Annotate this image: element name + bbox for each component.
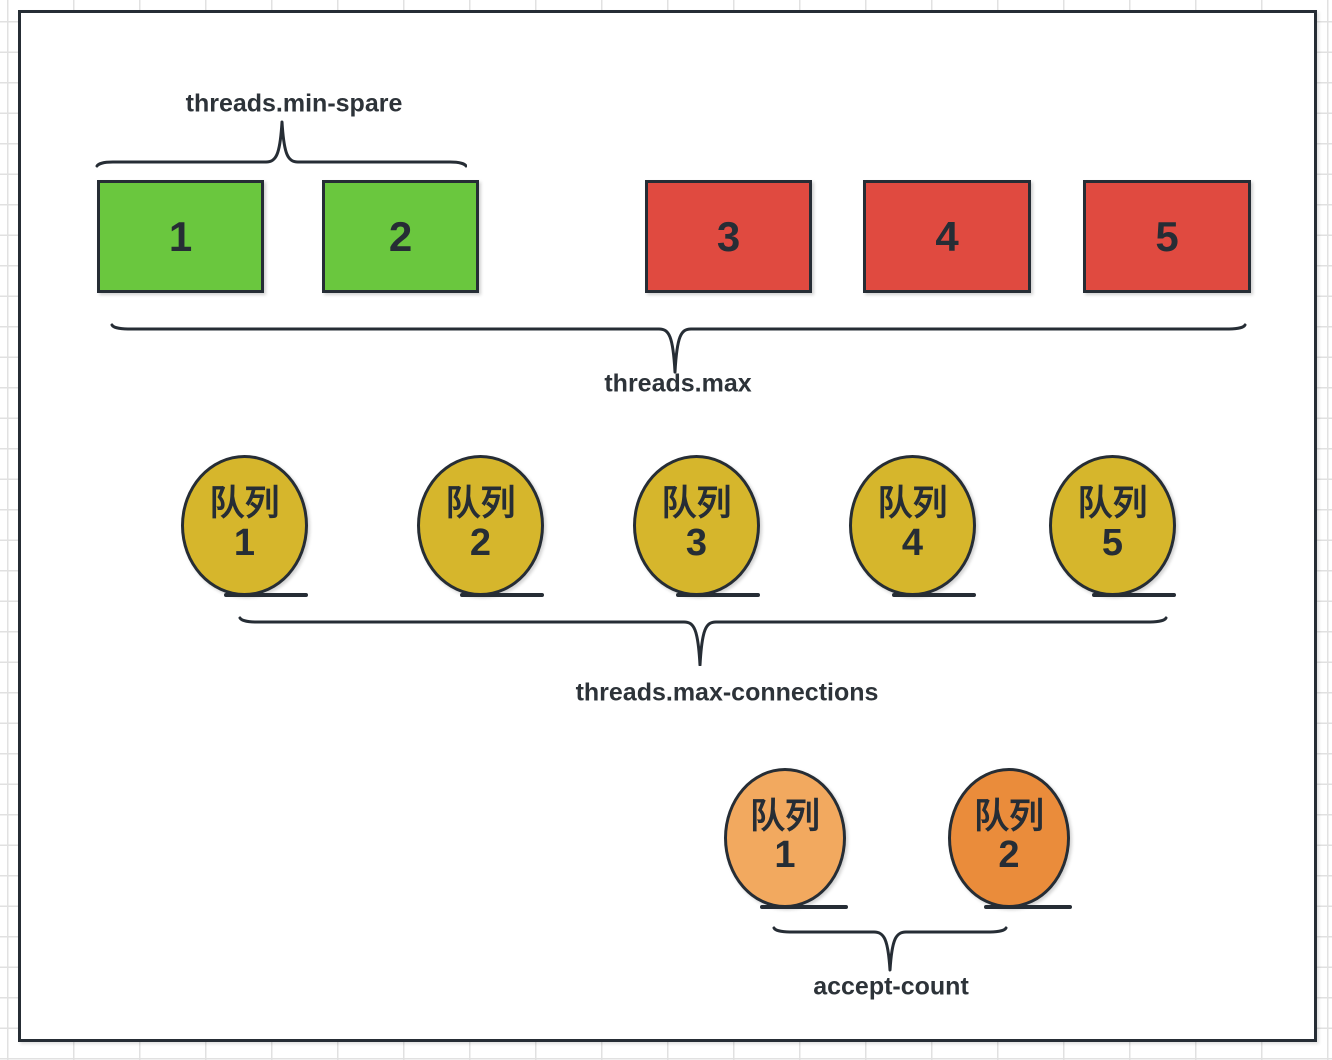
queue-label: 队列 (209, 484, 280, 524)
queue-number: 2 (469, 521, 492, 564)
connection-queue-circle-5: 队列 5 (1049, 455, 1176, 596)
connection-queue-circle-2: 队列 2 (417, 455, 544, 596)
connection-queue-circle-4: 队列 4 (849, 455, 976, 596)
circle-base-line (224, 593, 308, 597)
circle-base-line (676, 593, 760, 597)
queue-number: 3 (685, 521, 708, 564)
thread-box-1: 1 (97, 180, 264, 293)
queue-number: 1 (774, 834, 796, 877)
thread-number: 3 (716, 212, 741, 260)
queue-number: 1 (233, 521, 256, 564)
circle-base-line (460, 593, 544, 597)
queue-label: 队列 (749, 796, 820, 836)
thread-number: 1 (168, 212, 193, 260)
queue-label: 队列 (1077, 484, 1148, 524)
thread-box-3: 3 (645, 180, 812, 293)
brace-accept-count (772, 926, 1008, 972)
queue-label: 队列 (973, 796, 1044, 836)
queue-label: 队列 (877, 484, 948, 524)
label-threads-max: threads.max (604, 369, 752, 398)
connection-queue-circle-3: 队列 3 (633, 455, 760, 596)
circle-base-line (760, 905, 848, 909)
queue-number: 4 (901, 521, 924, 564)
thread-box-4: 4 (863, 180, 1031, 293)
circle-base-line (1092, 593, 1176, 597)
thread-box-5: 5 (1083, 180, 1251, 293)
accept-queue-circle-1: 队列 1 (724, 768, 846, 908)
queue-number: 2 (998, 834, 1020, 877)
accept-queue-circle-2: 队列 2 (948, 768, 1070, 908)
label-threads-min-spare: threads.min-spare (185, 89, 403, 118)
connection-queue-circle-1: 队列 1 (181, 455, 308, 596)
circle-base-line (984, 905, 1072, 909)
brace-threads-max-connections (238, 616, 1168, 666)
queue-number: 5 (1101, 521, 1124, 564)
queue-label: 队列 (445, 484, 516, 524)
thread-number: 4 (935, 212, 959, 260)
thread-number: 5 (1155, 212, 1179, 260)
queue-label: 队列 (661, 484, 732, 524)
thread-number: 2 (388, 212, 413, 260)
thread-box-2: 2 (322, 180, 479, 293)
circle-base-line (892, 593, 976, 597)
label-threads-max-connections: threads.max-connections (575, 678, 879, 707)
label-accept-count: accept-count (813, 972, 969, 1001)
brace-threads-min-spare (95, 120, 467, 168)
brace-threads-max (110, 323, 1247, 374)
